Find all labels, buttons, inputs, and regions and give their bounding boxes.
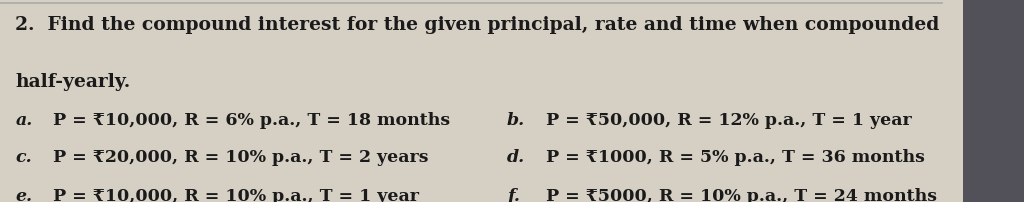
Text: c.: c. <box>15 149 32 166</box>
Bar <box>963 0 1024 202</box>
Text: b.: b. <box>507 112 525 129</box>
Text: P = ₹10,000, R = 6% p.a., T = 18 months: P = ₹10,000, R = 6% p.a., T = 18 months <box>53 112 451 129</box>
Text: P = ₹5000, R = 10% p.a., T = 24 months: P = ₹5000, R = 10% p.a., T = 24 months <box>546 188 937 202</box>
Text: a.: a. <box>15 112 33 129</box>
Text: half-yearly.: half-yearly. <box>15 73 131 91</box>
Text: d.: d. <box>507 149 525 166</box>
Text: 2.  Find the compound interest for the given principal, rate and time when compo: 2. Find the compound interest for the gi… <box>15 16 940 34</box>
Text: P = ₹20,000, R = 10% p.a., T = 2 years: P = ₹20,000, R = 10% p.a., T = 2 years <box>53 149 429 166</box>
Text: e.: e. <box>15 188 33 202</box>
Text: P = ₹50,000, R = 12% p.a., T = 1 year: P = ₹50,000, R = 12% p.a., T = 1 year <box>546 112 911 129</box>
Text: P = ₹10,000, R = 10% p.a., T = 1 year: P = ₹10,000, R = 10% p.a., T = 1 year <box>53 188 419 202</box>
Text: f.: f. <box>507 188 520 202</box>
Text: P = ₹1000, R = 5% p.a., T = 36 months: P = ₹1000, R = 5% p.a., T = 36 months <box>546 149 925 166</box>
